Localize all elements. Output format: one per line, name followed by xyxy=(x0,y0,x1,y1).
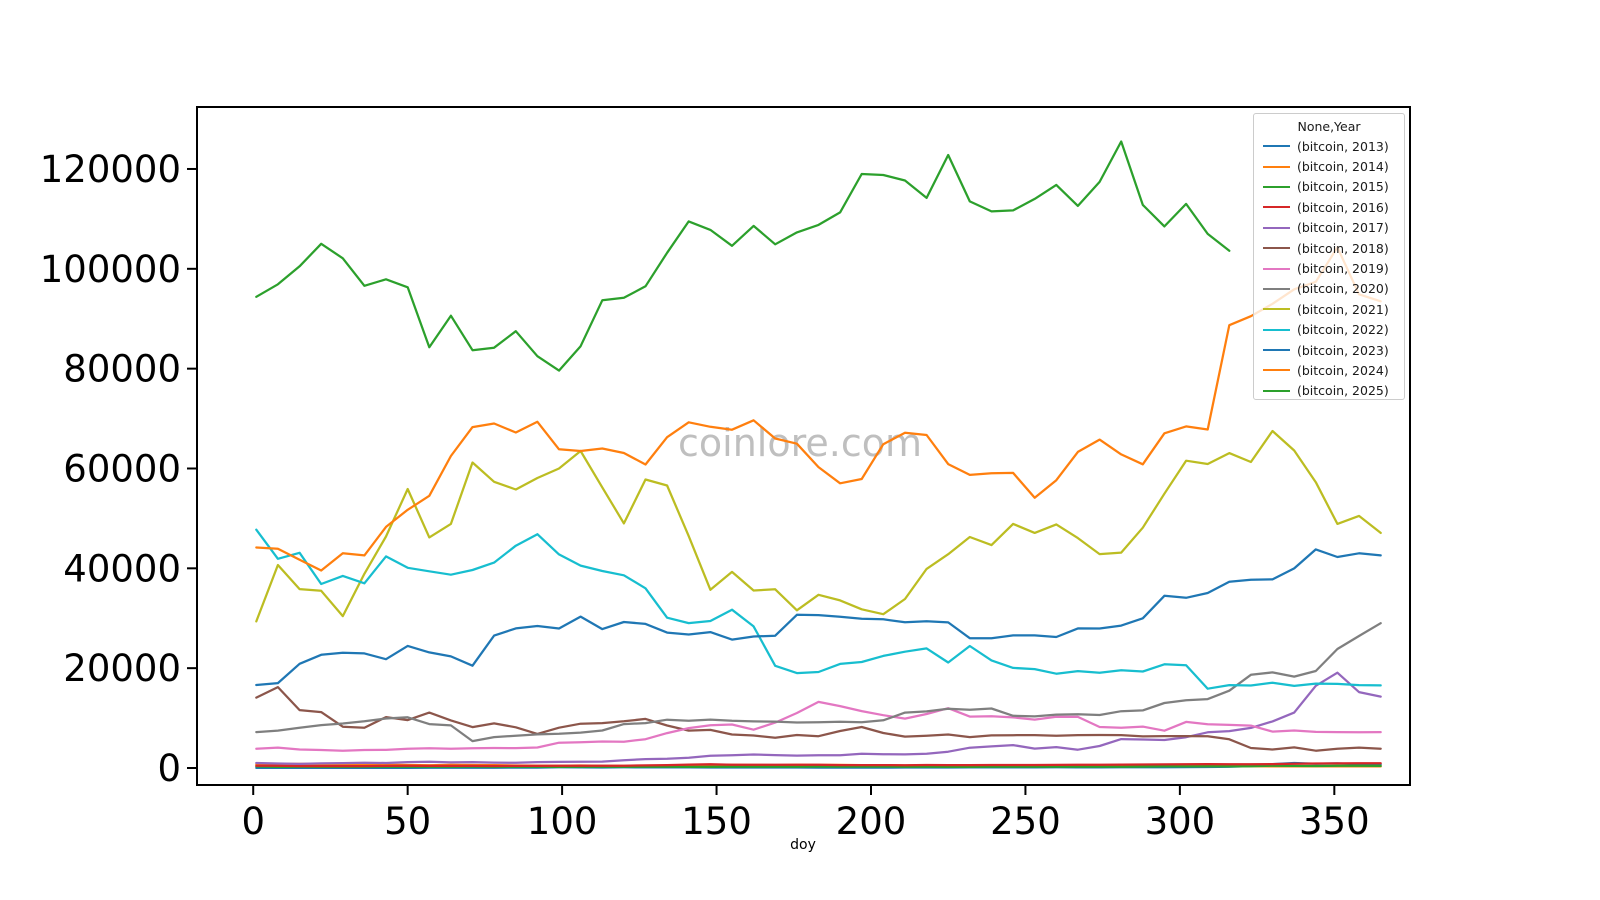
legend-line-swatch xyxy=(1263,349,1290,352)
legend-entry-2024: (bitcoin, 2024) xyxy=(1254,360,1404,380)
legend-line-swatch xyxy=(1263,389,1290,392)
legend-entry-2025: (bitcoin, 2025) xyxy=(1254,381,1404,401)
legend-entry-label: (bitcoin, 2020) xyxy=(1297,281,1389,297)
legend-entry-2015: (bitcoin, 2015) xyxy=(1254,177,1404,197)
x-axis-label: doy xyxy=(790,837,816,853)
x-tick-label: 200 xyxy=(836,800,907,843)
legend-entry-label: (bitcoin, 2024) xyxy=(1297,362,1389,378)
legend-line-swatch xyxy=(1263,165,1290,168)
legend-line-swatch xyxy=(1263,226,1290,229)
legend-entry-label: (bitcoin, 2015) xyxy=(1297,179,1389,195)
series-line-2017 xyxy=(255,671,1382,766)
y-tick-label: 80000 xyxy=(63,348,181,391)
x-tick-label: 0 xyxy=(241,800,265,843)
legend-entry-label: (bitcoin, 2014) xyxy=(1297,159,1389,175)
legend-line-swatch xyxy=(1263,267,1290,270)
legend-entry-2017: (bitcoin, 2017) xyxy=(1254,218,1404,238)
legend-entry-2021: (bitcoin, 2021) xyxy=(1254,299,1404,319)
legend-entry-label: (bitcoin, 2013) xyxy=(1297,138,1389,154)
series-line-2018 xyxy=(255,685,1382,752)
y-tick-label: 40000 xyxy=(63,547,181,590)
x-tick-label: 100 xyxy=(527,800,598,843)
x-tick-label: 350 xyxy=(1299,800,1370,843)
series-line-2019 xyxy=(255,700,1382,752)
legend-entry-2020: (bitcoin, 2020) xyxy=(1254,279,1404,299)
legend-line-swatch xyxy=(1263,145,1290,148)
y-tick-label: 120000 xyxy=(40,148,181,191)
series-line-2025 xyxy=(255,140,1231,372)
x-tick-label: 50 xyxy=(384,800,431,843)
series-line-2022 xyxy=(255,528,1382,690)
series-line-2024 xyxy=(255,246,1382,572)
y-tick-label: 100000 xyxy=(40,248,181,291)
legend-line-swatch xyxy=(1263,308,1290,311)
x-tick-label: 150 xyxy=(681,800,752,843)
series-line-2021 xyxy=(255,429,1382,623)
legend-entry-label: (bitcoin, 2018) xyxy=(1297,240,1389,256)
legend-entry-label: (bitcoin, 2023) xyxy=(1297,342,1389,358)
y-tick-label: 60000 xyxy=(63,447,181,490)
legend-entry-2014: (bitcoin, 2014) xyxy=(1254,156,1404,176)
y-tick-label: 20000 xyxy=(63,647,181,690)
series-line-2016 xyxy=(255,762,1382,768)
legend-entry-2013: (bitcoin, 2013) xyxy=(1254,136,1404,156)
series-lines xyxy=(255,140,1382,770)
legend-entry-label: (bitcoin, 2019) xyxy=(1297,261,1389,277)
legend-entry-label: (bitcoin, 2022) xyxy=(1297,322,1389,338)
legend-entry-label: (bitcoin, 2017) xyxy=(1297,220,1389,236)
legend-entry-2016: (bitcoin, 2016) xyxy=(1254,197,1404,217)
legend-line-swatch xyxy=(1263,328,1290,331)
legend-entry-label: (bitcoin, 2021) xyxy=(1297,301,1389,317)
legend-title: None,Year xyxy=(1297,119,1361,134)
legend-line-swatch xyxy=(1263,369,1290,372)
plot-border xyxy=(196,106,1411,786)
x-tick-label: 300 xyxy=(1145,800,1216,843)
legend-entry-label: (bitcoin, 2025) xyxy=(1297,383,1389,399)
legend: None,Year (bitcoin, 2013) (bitcoin, 2014)… xyxy=(1253,113,1405,400)
legend-line-swatch xyxy=(1263,206,1290,209)
legend-entry-2022: (bitcoin, 2022) xyxy=(1254,320,1404,340)
legend-entry-label: (bitcoin, 2016) xyxy=(1297,199,1389,215)
legend-entries: (bitcoin, 2013) (bitcoin, 2014) (bitcoin, … xyxy=(1254,136,1404,401)
legend-line-swatch xyxy=(1263,287,1290,290)
axes: 0 50 100 150 200 250 300 350 0 20000 40000 60000 800… xyxy=(40,106,1411,843)
series-line-2023 xyxy=(255,548,1382,687)
legend-line-swatch xyxy=(1263,247,1290,250)
legend-entry-2018: (bitcoin, 2018) xyxy=(1254,238,1404,258)
legend-line-swatch xyxy=(1263,185,1290,188)
y-tick-label: 0 xyxy=(157,747,181,790)
legend-entry-2019: (bitcoin, 2019) xyxy=(1254,258,1404,278)
series-line-2020 xyxy=(255,622,1382,743)
legend-entry-2023: (bitcoin, 2023) xyxy=(1254,340,1404,360)
x-tick-label: 250 xyxy=(990,800,1061,843)
